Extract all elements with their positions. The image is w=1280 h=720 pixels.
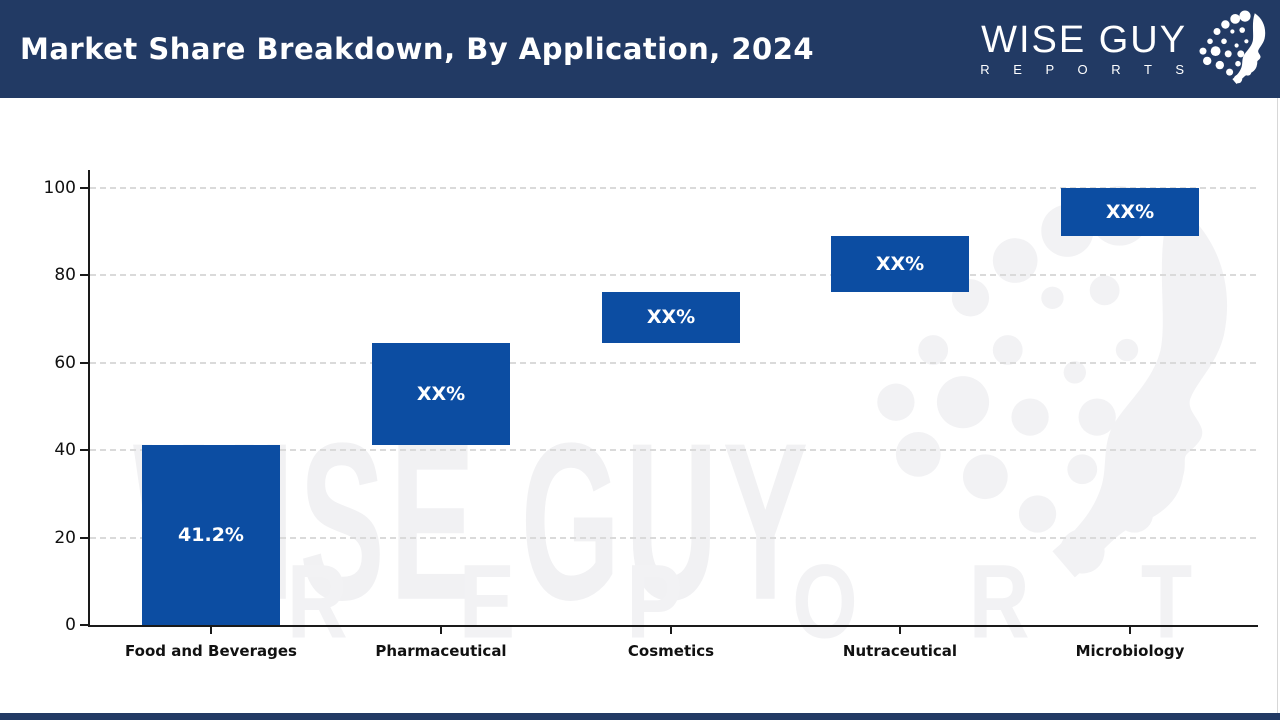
logo-subtitle: R E P O R T S: [980, 62, 1194, 77]
face-profile-icon: [1199, 10, 1266, 84]
bar-nutraceutical: XX%: [831, 236, 969, 293]
x-tick-2: [670, 627, 672, 634]
y-tick-label-40: 40: [54, 440, 76, 460]
bar-value-label: XX%: [416, 382, 466, 405]
x-tick-label-4: Microbiology: [1075, 642, 1185, 660]
y-tick-label-80: 80: [54, 265, 76, 285]
header-bar: Market Share Breakdown, By Application, …: [0, 0, 1280, 98]
gridline-60: [90, 361, 1256, 364]
bar-cosmetics: XX%: [602, 292, 740, 343]
x-tick-3: [899, 627, 901, 634]
y-tick-label-0: 0: [65, 615, 76, 635]
footer-bar: [0, 713, 1280, 720]
y-tick-60: [80, 361, 89, 364]
x-tick-label-3: Nutraceutical: [842, 642, 958, 660]
gridline-40: [90, 449, 1256, 451]
x-axis-spine: [88, 625, 1258, 627]
x-tick-0: [210, 627, 212, 634]
bar-value-label: XX%: [875, 253, 925, 276]
logo-text: WISE GUY R E P O R T S: [974, 21, 1194, 77]
y-axis-spine: [88, 170, 90, 627]
bar-pharmaceutical: XX%: [372, 342, 510, 445]
y-tick-label-60: 60: [54, 352, 76, 373]
bar-microbiology: XX%: [1061, 187, 1199, 237]
wise-guy-reports-logo: WISE GUY R E P O R T S: [974, 9, 1266, 89]
page-title: Market Share Breakdown, By Application, …: [20, 32, 815, 66]
watermark-subtitle: R E P O R T S: [287, 542, 1280, 660]
y-tick-label-20: 20: [54, 527, 76, 548]
y-tick-20: [80, 536, 89, 539]
bar-value-label: XX%: [1105, 200, 1155, 223]
gridline-80: [90, 274, 1256, 276]
right-frame-line: [1277, 98, 1278, 715]
x-tick-4: [1129, 627, 1131, 634]
x-tick-1: [440, 627, 442, 634]
y-tick-100: [80, 186, 89, 189]
x-tick-label-2: Cosmetics: [627, 642, 715, 660]
logo-wordmark: WISE GUY: [981, 19, 1188, 61]
y-tick-0: [80, 624, 89, 626]
bar-value-label: XX%: [646, 306, 696, 329]
y-tick-80: [80, 274, 89, 276]
gridline-20: [90, 536, 1256, 539]
bar-food-and-beverages: 41.2%: [142, 444, 280, 625]
y-tick-label-100: 100: [43, 177, 76, 198]
y-tick-40: [80, 449, 89, 451]
chart-canvas: WISE GUY R E P O R T S 41.2%XX%XX%XX%XX%…: [0, 98, 1280, 713]
x-tick-label-0: Food and Beverages: [125, 642, 297, 660]
x-tick-label-1: Pharmaceutical: [375, 642, 507, 660]
bar-value-label: 41.2%: [178, 523, 244, 546]
gridline-100: [90, 186, 1256, 189]
